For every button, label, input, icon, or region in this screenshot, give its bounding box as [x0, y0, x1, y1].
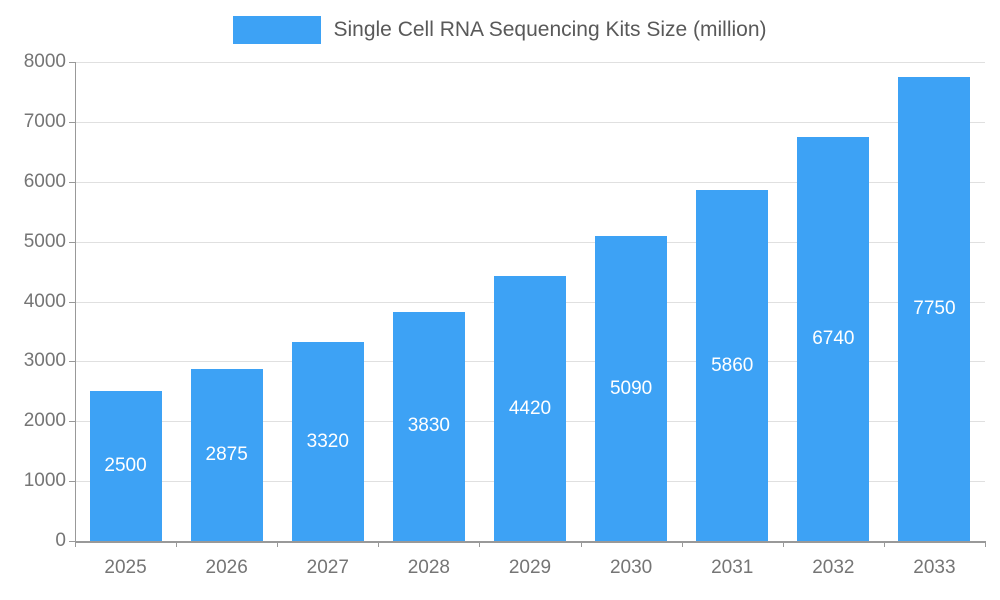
x-axis-tick-label: 2026	[205, 557, 248, 578]
bar: 4420	[494, 276, 566, 541]
bar-value-label: 5090	[609, 377, 653, 399]
y-axis-tick-label: 4000	[23, 290, 66, 312]
y-axis-tick-label: 1000	[23, 470, 66, 492]
y-axis-line	[75, 62, 76, 541]
bar-value-label: 7750	[913, 297, 956, 319]
y-axis-tick-label: 0	[55, 530, 66, 551]
legend-swatch	[233, 16, 322, 44]
bar-value-label: 4420	[508, 397, 552, 419]
x-axis-tick-label: 2032	[812, 557, 855, 578]
gridline	[75, 62, 985, 63]
bar: 3320	[291, 342, 364, 541]
x-axis-tick-label: 2027	[306, 557, 349, 578]
y-axis-tick	[69, 481, 75, 483]
y-axis-tick	[69, 241, 75, 243]
y-axis-tick	[69, 301, 75, 303]
legend[interactable]: Single Cell RNA Sequencing Kits Size (mi…	[0, 16, 1000, 44]
x-axis-tick-label: 2029	[508, 557, 552, 578]
bar-value-label: 6740	[812, 328, 855, 350]
y-axis-tick-label: 6000	[23, 170, 66, 192]
x-axis-tick	[681, 541, 683, 547]
bar-value-label: 3830	[407, 415, 451, 437]
x-axis-tick	[985, 541, 986, 547]
bar-value-label: 5860	[711, 354, 754, 376]
gridline	[75, 241, 985, 243]
x-axis-tick	[75, 541, 76, 547]
x-axis-tick-label: 2028	[407, 557, 451, 578]
bar: 2875	[190, 368, 263, 541]
y-axis-tick-label: 2000	[23, 410, 66, 432]
y-axis-tick	[69, 421, 75, 423]
y-axis-tick	[69, 62, 75, 63]
x-axis-tick	[580, 541, 582, 547]
bar: 3830	[392, 311, 465, 541]
x-axis-tick	[176, 541, 178, 547]
bar-value-label: 3320	[306, 430, 349, 452]
gridline	[75, 181, 985, 183]
x-axis-tick-label: 2033	[913, 557, 956, 578]
y-axis-tick-label: 3000	[23, 350, 66, 372]
x-axis-tick	[479, 541, 481, 547]
bar: 7750	[898, 76, 971, 541]
gridline	[75, 121, 985, 123]
y-axis-tick-label: 7000	[23, 110, 66, 132]
y-axis-tick	[69, 361, 75, 363]
y-axis-tick	[69, 181, 75, 183]
bar: 2500	[89, 391, 162, 541]
legend-label: Single Cell RNA Sequencing Kits Size (mi…	[333, 18, 767, 41]
y-axis-tick	[69, 121, 75, 123]
x-axis-tick	[378, 541, 380, 547]
x-axis-tick-label: 2025	[104, 557, 147, 578]
y-axis-tick	[69, 541, 75, 542]
bar: 5090	[595, 236, 668, 541]
x-axis-tick-label: 2030	[609, 557, 653, 578]
x-axis-tick	[277, 541, 279, 547]
bar: 6740	[797, 137, 870, 541]
y-axis-tick-label: 5000	[23, 230, 66, 252]
x-axis-tick-label: 2031	[711, 557, 754, 578]
x-axis-line	[75, 541, 985, 543]
x-axis-tick	[782, 541, 784, 547]
y-axis-tick-label: 8000	[23, 51, 66, 72]
bar: 5860	[696, 190, 769, 541]
bar-value-label: 2875	[205, 443, 248, 465]
bar-value-label: 2500	[104, 455, 147, 477]
x-axis-tick	[883, 541, 885, 547]
